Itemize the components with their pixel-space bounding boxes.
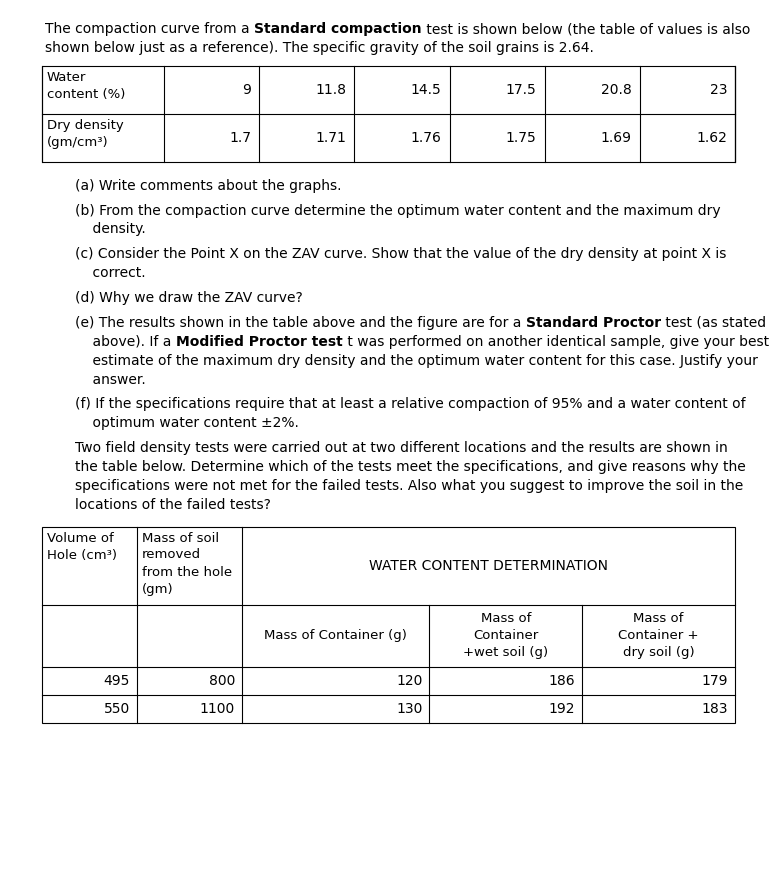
Text: 550: 550 [104, 702, 130, 716]
Text: shown below just as a reference). The specific gravity of the soil grains is 2.6: shown below just as a reference). The sp… [45, 41, 594, 55]
Text: 14.5: 14.5 [411, 82, 442, 96]
Text: 1100: 1100 [200, 702, 235, 716]
Text: specifications were not met for the failed tests. Also what you suggest to impro: specifications were not met for the fail… [75, 479, 743, 493]
Text: 1.62: 1.62 [696, 131, 727, 145]
Text: Standard compaction: Standard compaction [254, 22, 422, 36]
Text: 130: 130 [396, 702, 423, 716]
Text: 192: 192 [549, 702, 575, 716]
Text: Mass of Container (g): Mass of Container (g) [264, 629, 407, 642]
Text: 1.7: 1.7 [229, 131, 251, 145]
Text: 1.75: 1.75 [506, 131, 537, 145]
Text: 186: 186 [548, 674, 575, 688]
Text: correct.: correct. [75, 266, 146, 280]
Text: Mass of
Container +
dry soil (g): Mass of Container + dry soil (g) [618, 611, 699, 659]
Text: WATER CONTENT DETERMINATION: WATER CONTENT DETERMINATION [369, 559, 608, 573]
Bar [42, 66, 735, 162]
Text: locations of the failed tests?: locations of the failed tests? [75, 498, 271, 512]
Text: The compaction curve from a: The compaction curve from a [45, 22, 254, 36]
Text: 23: 23 [709, 82, 727, 96]
Text: Mass of
Container
+wet soil (g): Mass of Container +wet soil (g) [463, 611, 548, 659]
Text: Standard Proctor: Standard Proctor [526, 315, 661, 329]
Text: 800: 800 [209, 674, 235, 688]
Text: Dry density
(gm/cm³): Dry density (gm/cm³) [47, 119, 124, 149]
Text: 495: 495 [103, 674, 130, 688]
Text: test (as stated: test (as stated [661, 315, 766, 329]
Text: t was performed on another identical sample, give your best: t was performed on another identical sam… [342, 335, 769, 349]
Bar [42, 526, 735, 723]
Text: (a) Write comments about the graphs.: (a) Write comments about the graphs. [75, 179, 342, 193]
Text: 20.8: 20.8 [601, 82, 631, 96]
Text: Modified Proctor test: Modified Proctor test [176, 335, 342, 349]
Text: 1.71: 1.71 [315, 131, 346, 145]
Text: 183: 183 [702, 702, 728, 716]
Text: (c) Consider the Point X on the ZAV curve. Show that the value of the dry densit: (c) Consider the Point X on the ZAV curv… [75, 247, 726, 261]
Text: optimum water content ±2%.: optimum water content ±2%. [75, 416, 299, 430]
Text: 120: 120 [396, 674, 423, 688]
Text: answer.: answer. [75, 372, 146, 386]
Text: (d) Why we draw the ZAV curve?: (d) Why we draw the ZAV curve? [75, 291, 303, 305]
Text: test is shown below (the table of values is also: test is shown below (the table of values… [422, 22, 750, 36]
Text: (f) If the specifications require that at least a relative compaction of 95% and: (f) If the specifications require that a… [75, 398, 746, 412]
Text: the table below. Determine which of the tests meet the specifications, and give : the table below. Determine which of the … [75, 460, 746, 474]
Text: 179: 179 [702, 674, 728, 688]
Text: Mass of soil
removed
from the hole
(gm): Mass of soil removed from the hole (gm) [142, 532, 232, 596]
Text: 9: 9 [242, 82, 251, 96]
Text: Volume of
Hole (cm³): Volume of Hole (cm³) [47, 532, 117, 562]
Text: Water
content (%): Water content (%) [47, 71, 126, 101]
Text: 11.8: 11.8 [315, 82, 346, 96]
Text: 1.69: 1.69 [601, 131, 631, 145]
Text: (b) From the compaction curve determine the optimum water content and the maximu: (b) From the compaction curve determine … [75, 203, 721, 217]
Text: density.: density. [75, 223, 146, 237]
Text: estimate of the maximum dry density and the optimum water content for this case.: estimate of the maximum dry density and … [75, 354, 758, 368]
Text: (e) The results shown in the table above and the figure are for a: (e) The results shown in the table above… [75, 315, 526, 329]
Text: 1.76: 1.76 [411, 131, 442, 145]
Text: 17.5: 17.5 [506, 82, 537, 96]
Text: Two field density tests were carried out at two different locations and the resu: Two field density tests were carried out… [75, 441, 728, 455]
Text: above). If a: above). If a [75, 335, 176, 349]
